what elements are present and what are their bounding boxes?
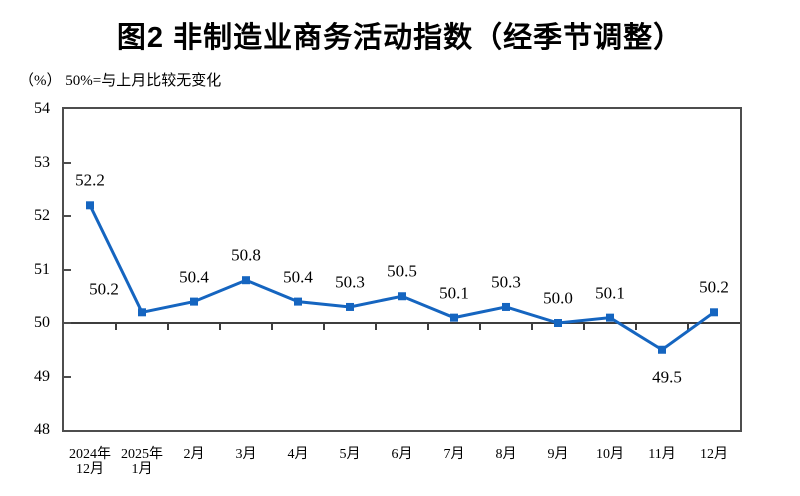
data-point-label: 50.3 xyxy=(491,272,521,292)
x-tick-label: 7月 xyxy=(443,447,465,462)
y-tick-label: 49 xyxy=(34,367,50,385)
data-point-label: 52.2 xyxy=(75,170,105,190)
data-point-label: 49.5 xyxy=(652,367,682,387)
data-point-marker xyxy=(710,308,718,317)
y-tick-label: 54 xyxy=(34,100,50,117)
chart-unit-note: （%） 50%=与上月比较无变化 xyxy=(19,73,222,89)
x-axis-tick xyxy=(115,324,117,330)
x-axis-tick xyxy=(375,324,377,330)
x-tick-label: 6月 xyxy=(391,447,413,462)
data-point-marker xyxy=(658,345,666,354)
data-point-marker xyxy=(554,319,562,327)
x-tick-label: 4月 xyxy=(287,447,309,462)
plot-area: 52.2 50.2 50.4 50.8 50.4 50.3 50.5 50.1 50.3 50.0… xyxy=(62,107,742,432)
x-axis-tick xyxy=(427,324,429,330)
data-point-marker xyxy=(242,276,250,285)
y-axis-tick xyxy=(64,375,71,378)
y-tick-label: 48 xyxy=(34,421,50,438)
y-tick-label: 53 xyxy=(34,153,50,171)
data-point-label: 50.1 xyxy=(595,283,625,303)
x-tick-label: 2月 xyxy=(183,447,205,462)
chart-title: 图2 非制造业商务活动指数（经季节调整） xyxy=(116,22,684,54)
x-axis-tick xyxy=(219,324,221,330)
data-point-marker xyxy=(606,313,614,322)
x-axis-tick xyxy=(687,324,689,330)
x-tick-label: 3月 xyxy=(235,447,257,462)
x-axis-tick xyxy=(635,324,637,330)
x-tick-label: 9月 xyxy=(547,447,569,462)
y-tick-label: 52 xyxy=(34,207,50,224)
line-series xyxy=(86,201,718,354)
baseline-50 xyxy=(64,322,740,324)
data-point-label: 50.5 xyxy=(387,261,417,281)
x-axis-tick xyxy=(531,324,533,330)
y-axis-tick xyxy=(64,322,71,324)
y-axis-tick xyxy=(64,268,71,271)
data-point-label: 50.2 xyxy=(89,279,119,299)
y-tick-label: 50 xyxy=(34,314,50,331)
data-point-marker xyxy=(86,201,94,210)
x-tick-label: 11月 xyxy=(648,447,676,462)
data-point-label: 50.1 xyxy=(439,283,469,303)
data-point-marker xyxy=(346,302,354,311)
x-tick-label: 10月 xyxy=(596,447,624,462)
x-axis-tick xyxy=(583,324,585,330)
data-point-label: 50.8 xyxy=(231,245,261,265)
y-axis-tick xyxy=(64,161,71,164)
x-tick-label: 2024年 12月 xyxy=(69,447,111,477)
data-point-marker xyxy=(502,302,510,311)
y-axis-tick xyxy=(64,215,71,217)
x-tick-label: 8月 xyxy=(495,447,517,462)
x-axis-tick xyxy=(479,324,481,330)
data-point-marker xyxy=(138,308,146,317)
data-point-label: 50.3 xyxy=(335,272,365,292)
y-tick-label: 51 xyxy=(34,260,50,278)
data-point-label: 50.0 xyxy=(543,288,573,308)
x-axis-tick xyxy=(271,324,273,330)
data-point-marker xyxy=(450,313,458,322)
x-tick-label: 5月 xyxy=(339,447,361,462)
data-point-marker xyxy=(398,292,406,301)
x-axis-tick xyxy=(167,324,169,330)
data-point-marker xyxy=(190,297,198,306)
data-point-label: 50.2 xyxy=(699,277,729,297)
data-point-label: 50.4 xyxy=(179,267,209,287)
x-axis-tick xyxy=(323,324,325,330)
x-tick-label: 2025年 1月 xyxy=(121,447,163,477)
data-point-label: 50.4 xyxy=(283,267,313,287)
x-tick-label: 12月 xyxy=(700,447,728,462)
data-point-marker xyxy=(294,297,302,306)
